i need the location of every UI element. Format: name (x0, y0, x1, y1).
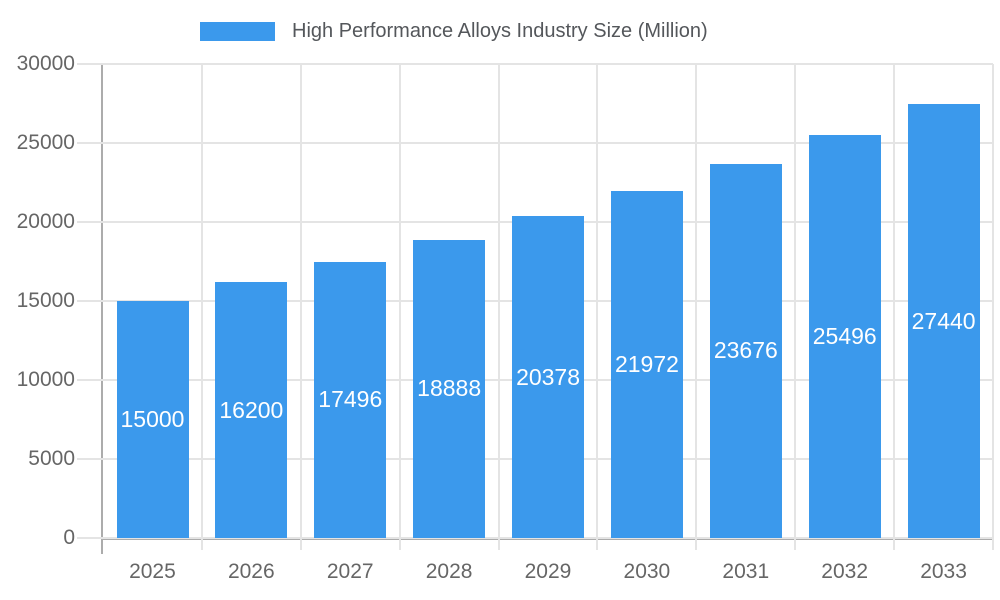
bar-2025: 15000 (116, 301, 189, 538)
x-gridline (299, 64, 302, 550)
x-gridline (398, 64, 401, 550)
y-axis-tick-label: 5000 (28, 447, 75, 470)
x-axis-tick-label: 2025 (129, 560, 176, 583)
x-gridline (695, 64, 698, 550)
x-axis-origin-tick (101, 538, 103, 554)
bar-value-label: 23676 (713, 337, 778, 364)
bar-2031: 23676 (709, 163, 782, 538)
bar-value-label: 27440 (911, 307, 976, 334)
y-axis-tick-label: 25000 (16, 130, 75, 154)
bar-2028: 18888 (413, 239, 486, 538)
y-gridline (77, 537, 993, 539)
x-axis-tick-label: 2029 (524, 560, 572, 583)
x-gridline (893, 64, 896, 550)
bar-value-label: 15000 (120, 406, 185, 432)
y-gridline (77, 141, 993, 144)
x-axis-tick-label: 2032 (821, 560, 869, 583)
chart-legend-item[interactable]: High Performance Alloys Industry Size (M… (200, 20, 708, 43)
x-gridline (200, 64, 203, 550)
y-axis-tick-label: 0 (63, 526, 75, 549)
y-axis-tick-label: 30000 (16, 52, 75, 75)
bar-value-label: 18888 (417, 375, 482, 402)
bar-2033: 27440 (907, 104, 980, 538)
y-axis-tick-label: 15000 (16, 289, 75, 312)
bar-2029: 20378 (512, 216, 585, 538)
legend-swatch (200, 22, 275, 41)
bar-2027: 17496 (314, 261, 387, 538)
x-axis-tick-label: 2028 (425, 560, 473, 583)
bar-2026: 16200 (215, 282, 288, 538)
x-axis-tick-label: 2027 (326, 560, 374, 583)
bar-value-label: 21972 (614, 350, 679, 377)
legend-label: High Performance Alloys Industry Size (M… (292, 20, 708, 42)
plot-area: 0 5000 10000 15000 20000 25000 30000 15000 2025 1… (17, 52, 994, 583)
x-gridline (497, 64, 500, 550)
x-axis-tick-label: 2026 (227, 560, 275, 583)
bar-value-label: 25496 (812, 323, 877, 350)
y-axis-tick-label: 10000 (16, 367, 75, 391)
x-gridline (596, 64, 599, 550)
y-axis-tick-label: 20000 (16, 209, 75, 233)
x-gridline (794, 64, 797, 550)
bar-2032: 25496 (808, 135, 881, 538)
x-axis-tick-label: 2031 (722, 560, 770, 583)
bar-value-label: 20378 (516, 363, 581, 390)
bar-2030: 21972 (610, 190, 683, 538)
bar-value-label: 17496 (318, 386, 383, 413)
x-axis-tick-label: 2033 (920, 560, 967, 583)
bar-value-label: 16200 (219, 396, 284, 423)
x-axis-tick-label: 2030 (623, 560, 671, 583)
x-gridline (992, 64, 994, 550)
y-gridline (77, 63, 993, 65)
